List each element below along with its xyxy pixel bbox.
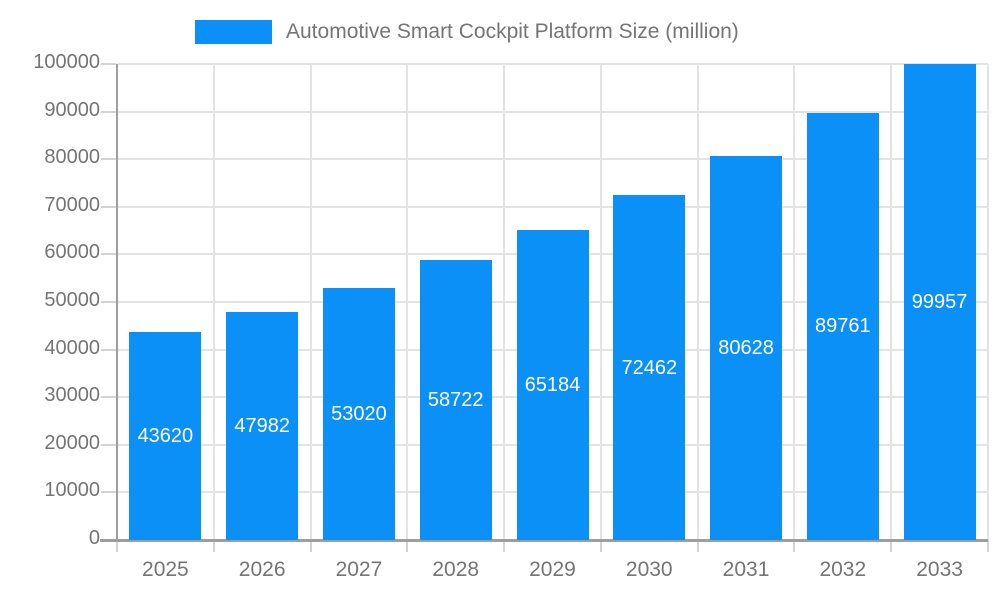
bar <box>613 195 686 540</box>
y-axis-tick <box>101 348 116 351</box>
y-axis-tick <box>101 443 116 446</box>
y-axis-tick <box>101 301 116 303</box>
y-axis-tick <box>101 253 116 256</box>
bar-value-label: 47982 <box>234 414 290 437</box>
x-tick-label: 2028 <box>432 558 480 581</box>
bar <box>710 156 783 540</box>
bar <box>419 260 492 540</box>
x-axis-tick <box>793 540 796 552</box>
bar <box>129 332 202 540</box>
y-tick-label: 0 <box>88 527 100 549</box>
bar-value-label: 65184 <box>524 373 581 396</box>
x-axis-tick <box>599 540 602 552</box>
y-tick-label: 90000 <box>44 98 100 121</box>
y-tick-label: 40000 <box>44 336 100 359</box>
y-axis-line <box>116 64 118 540</box>
x-tick-label: 2031 <box>722 558 770 581</box>
y-tick-label: 30000 <box>44 384 100 407</box>
gridline-horizontal <box>117 205 988 208</box>
x-axis-tick <box>890 540 893 552</box>
bar-value-label: 43620 <box>137 425 194 448</box>
y-tick-label: 80000 <box>44 146 100 169</box>
legend-swatch <box>195 19 272 44</box>
y-axis-tick <box>101 205 116 208</box>
gridline-vertical <box>987 64 989 540</box>
bar-value-label: 99957 <box>911 291 968 314</box>
gridline-vertical <box>503 64 506 540</box>
x-axis-tick <box>406 540 409 552</box>
x-axis-tick <box>309 540 312 552</box>
bar <box>903 64 976 540</box>
gridline-vertical <box>793 64 796 540</box>
gridline-horizontal <box>117 63 988 65</box>
bar-value-label: 80628 <box>718 337 774 360</box>
legend-label: Automotive Smart Cockpit Platform Size (… <box>286 20 739 43</box>
x-axis-tick <box>503 540 506 552</box>
y-tick-label: 10000 <box>44 479 100 502</box>
plot-area: 0 10000 20000 30000 40000 50000 60000 70000 8000… <box>33 51 989 581</box>
bar <box>516 229 589 540</box>
x-axis-tick <box>696 540 699 552</box>
x-tick-label: 2032 <box>819 558 867 581</box>
x-axis-tick <box>987 540 989 552</box>
gridline-vertical <box>406 64 409 540</box>
y-axis-tick <box>101 63 116 65</box>
x-tick-label: 2030 <box>625 558 673 581</box>
bar-value-label: 72462 <box>621 356 678 379</box>
bar <box>806 112 879 540</box>
gridline-vertical <box>696 64 699 540</box>
gridline-vertical <box>599 64 602 540</box>
y-tick-label: 50000 <box>44 289 100 311</box>
x-tick-label: 2029 <box>529 558 576 581</box>
gridline-vertical <box>890 64 893 540</box>
bar-value-label: 89761 <box>815 315 871 338</box>
y-tick-label: 60000 <box>44 241 100 264</box>
bar-value-label: 58722 <box>427 389 484 412</box>
gridline-horizontal <box>117 158 988 161</box>
gridline-horizontal <box>117 110 988 113</box>
y-tick-label: 20000 <box>44 431 100 454</box>
bar <box>322 287 395 540</box>
gridline-vertical <box>309 64 312 540</box>
y-tick-label: 100000 <box>33 51 100 73</box>
y-tick-label: 70000 <box>44 193 100 216</box>
legend: Automotive Smart Cockpit Platform Size (… <box>195 19 739 44</box>
y-axis-tick <box>101 110 116 113</box>
y-axis-tick <box>101 491 116 494</box>
x-tick-label: 2027 <box>335 558 383 581</box>
x-axis-tick <box>212 540 215 552</box>
x-tick-label: 2026 <box>238 558 286 581</box>
x-tick-label: 2033 <box>916 558 963 581</box>
x-axis-tick <box>116 540 118 552</box>
x-tick-label: 2025 <box>142 558 189 581</box>
y-axis-tick <box>101 158 116 161</box>
bar <box>226 311 299 540</box>
x-axis-line <box>100 539 988 542</box>
bar-value-label: 53020 <box>331 402 387 425</box>
gridline-vertical <box>212 64 215 540</box>
y-axis-tick <box>101 396 116 399</box>
